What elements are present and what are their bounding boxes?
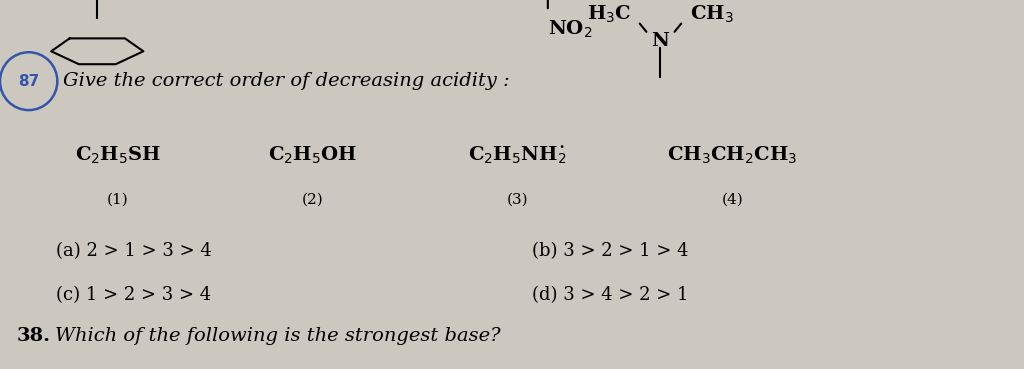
Text: 87: 87 (18, 74, 39, 89)
Text: C$_2$H$_5$NH$_2$̇: C$_2$H$_5$NH$_2$̇ (468, 144, 566, 166)
Text: C$_2$H$_5$SH: C$_2$H$_5$SH (75, 144, 161, 166)
Text: Give the correct order of decreasing acidity :: Give the correct order of decreasing aci… (63, 72, 510, 90)
Text: (d) 3 > 4 > 2 > 1: (d) 3 > 4 > 2 > 1 (532, 286, 689, 304)
Text: C$_2$H$_5$OH: C$_2$H$_5$OH (267, 144, 357, 166)
Text: NO$_2$: NO$_2$ (548, 18, 592, 40)
Text: (a) 2 > 1 > 3 > 4: (a) 2 > 1 > 3 > 4 (56, 242, 212, 260)
Text: (3): (3) (506, 192, 528, 206)
Text: CH$_3$: CH$_3$ (690, 4, 733, 25)
Text: N: N (651, 32, 670, 49)
Text: CH$_3$CH$_2$CH$_3$: CH$_3$CH$_2$CH$_3$ (667, 144, 798, 166)
Text: 38.: 38. (16, 327, 50, 345)
Text: (4): (4) (721, 192, 743, 206)
Text: (2): (2) (301, 192, 324, 206)
Text: (b) 3 > 2 > 1 > 4: (b) 3 > 2 > 1 > 4 (532, 242, 689, 260)
Text: Which of the following is the strongest base?: Which of the following is the strongest … (55, 327, 501, 345)
Text: (c) 1 > 2 > 3 > 4: (c) 1 > 2 > 3 > 4 (56, 286, 211, 304)
Text: (1): (1) (106, 192, 129, 206)
Text: H$_3$C: H$_3$C (587, 4, 632, 25)
